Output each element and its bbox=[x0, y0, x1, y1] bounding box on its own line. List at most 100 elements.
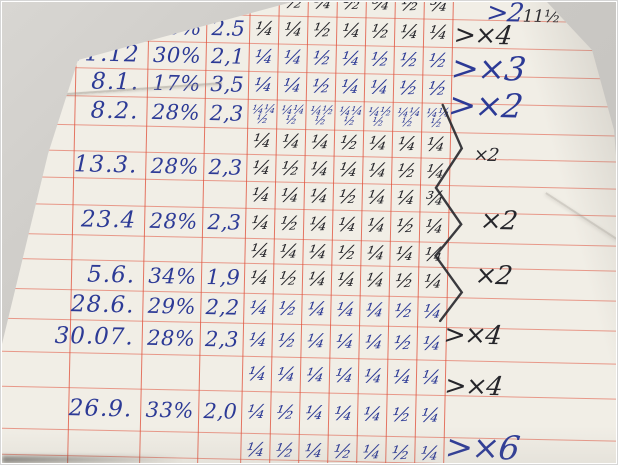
fraction-cell: ¼ bbox=[396, 132, 419, 156]
fraction-cell: ¼ bbox=[248, 239, 272, 262]
fraction-cell: ¼ bbox=[337, 158, 361, 181]
fraction-cell: ¼ bbox=[365, 214, 388, 237]
fraction-cell: ¼ bbox=[368, 76, 391, 99]
fraction-cell: ¼ bbox=[364, 269, 387, 292]
overwritten-digits: 18 bbox=[66, 11, 101, 40]
value-cell: 2,2 bbox=[205, 295, 240, 320]
date-cell: 5.6. bbox=[86, 261, 136, 289]
fraction-cell: ¼ bbox=[306, 268, 329, 291]
fraction-cell: ¼ bbox=[419, 404, 442, 427]
fraction-cell: ¼ bbox=[423, 215, 446, 239]
fraction-cell: ¼ bbox=[249, 183, 273, 206]
fraction-cell: ¼ bbox=[362, 364, 385, 388]
fraction-cell: ½ bbox=[395, 159, 419, 182]
multiplier-annotation: >×6 bbox=[443, 426, 522, 463]
multiplier-annotation: >×4 bbox=[452, 20, 514, 52]
fraction-cell: ¼½ ½ bbox=[308, 102, 335, 127]
date-cell: 11.12 bbox=[68, 40, 140, 68]
date-cell: 13.3. bbox=[73, 150, 138, 179]
date-cell: 28.6. bbox=[70, 291, 135, 319]
fraction-cell: ¼½ ½ bbox=[366, 103, 393, 129]
fraction-cell: ¼ bbox=[333, 330, 357, 353]
fraction-cell: ½ bbox=[389, 441, 413, 463]
fraction-cell: ½ bbox=[397, 48, 421, 72]
fraction-cell: ¼ bbox=[421, 300, 445, 323]
fraction-cell: ¼ bbox=[422, 243, 446, 266]
fraction-cell: ¼ bbox=[246, 328, 270, 351]
value-cell: 2,3 bbox=[204, 326, 239, 352]
fraction-cell: ¼ bbox=[277, 240, 301, 263]
fraction-cell: ½ bbox=[279, 157, 303, 180]
percent-cell: 30% bbox=[152, 42, 202, 68]
fraction-cell: ¼ bbox=[253, 17, 277, 41]
date-cell: 8.2. bbox=[90, 97, 139, 125]
fraction-cell: ¼ bbox=[303, 402, 326, 425]
fraction-cell: ¼ bbox=[425, 133, 448, 157]
fraction-cell: ¼ bbox=[420, 366, 443, 389]
percent-cell: 28% bbox=[149, 208, 199, 234]
percent-cell: 28% bbox=[150, 153, 200, 179]
fraction-cell: ¾ bbox=[423, 187, 447, 210]
fraction-cell: ¼ bbox=[248, 266, 271, 290]
fraction-cell: ¼ bbox=[302, 439, 326, 463]
value-cell: 2,3 bbox=[207, 210, 242, 235]
fraction-cell: ½ bbox=[398, 2, 422, 16]
fraction-cell: ¼ bbox=[363, 299, 387, 322]
fraction-cell: ¼ bbox=[333, 364, 356, 387]
fraction-cell: ¼ bbox=[332, 402, 355, 426]
fraction-cell: ½ bbox=[277, 267, 300, 290]
fraction-cell: ¼ bbox=[306, 240, 330, 264]
fraction-cell: ¼ bbox=[336, 213, 359, 237]
fraction-cell: ¼ bbox=[281, 46, 305, 70]
multiplier-annotation: >×4 bbox=[441, 319, 503, 351]
fraction-cell: ¼ bbox=[366, 158, 390, 182]
percent-cell: 28% bbox=[146, 325, 196, 351]
fraction-cell: ¼ bbox=[251, 2, 281, 15]
value-cell: 1,9 bbox=[206, 265, 240, 290]
fraction-cell: ¼ bbox=[282, 18, 306, 42]
fraction-cell: ¼ bbox=[309, 131, 332, 154]
fraction-cell: ¼ bbox=[362, 330, 386, 354]
table-edge-shadow bbox=[2, 456, 182, 463]
percent-cell: 34% bbox=[148, 263, 197, 289]
fraction-cell: ½ bbox=[331, 440, 355, 463]
date-cell: 23.4 bbox=[80, 206, 137, 234]
fraction-cell: ½ bbox=[273, 438, 297, 462]
multiplier-annotation: >×2 bbox=[446, 84, 525, 126]
date-cell: 30.07. bbox=[54, 322, 135, 350]
fraction-cell: ½ bbox=[341, 2, 364, 15]
multiplier-annotation: ×2 bbox=[478, 206, 519, 237]
fraction-cell: ¼ bbox=[246, 362, 269, 385]
percent-cell: 28% bbox=[151, 99, 201, 125]
fraction-cell: ¼ bbox=[308, 157, 332, 181]
fraction-cell: ½ bbox=[368, 48, 392, 71]
fraction-cell: ¼ bbox=[280, 130, 303, 153]
multiplier-annotation: >×4 bbox=[442, 370, 504, 402]
fraction-cell: ¼ bbox=[305, 298, 329, 321]
fraction-cell: ½ bbox=[426, 49, 450, 73]
multiplier-annotation: ×2 bbox=[473, 260, 514, 291]
value-cell: 2,3 bbox=[209, 100, 244, 126]
fraction-cell: ¼ bbox=[334, 298, 358, 322]
fraction-cell: ¼¼ ½ bbox=[279, 101, 306, 127]
fraction-cell: ¼ bbox=[393, 242, 417, 265]
fraction-cell: ¼ bbox=[249, 211, 272, 235]
percent-cell: 29% bbox=[147, 293, 197, 319]
fraction-cell: ½ bbox=[390, 403, 413, 427]
fraction-cell: ¼ bbox=[281, 74, 304, 98]
fraction-cell: ½ bbox=[426, 77, 449, 101]
fraction-cell: ½ bbox=[336, 185, 360, 208]
fraction-cell: ¼ bbox=[339, 47, 363, 71]
fraction-cell: ¼ bbox=[391, 365, 414, 388]
fraction-cell: ½ bbox=[394, 214, 417, 238]
fraction-cell: ¼ bbox=[394, 186, 418, 209]
fraction-cell: ¼ bbox=[339, 75, 362, 99]
fraction-cell: ¼ bbox=[278, 184, 302, 207]
value-cell: 2,1 bbox=[210, 44, 245, 69]
fraction-cell: ¼ bbox=[247, 296, 271, 320]
fraction-cell: ¼¼ ½ bbox=[250, 101, 277, 126]
